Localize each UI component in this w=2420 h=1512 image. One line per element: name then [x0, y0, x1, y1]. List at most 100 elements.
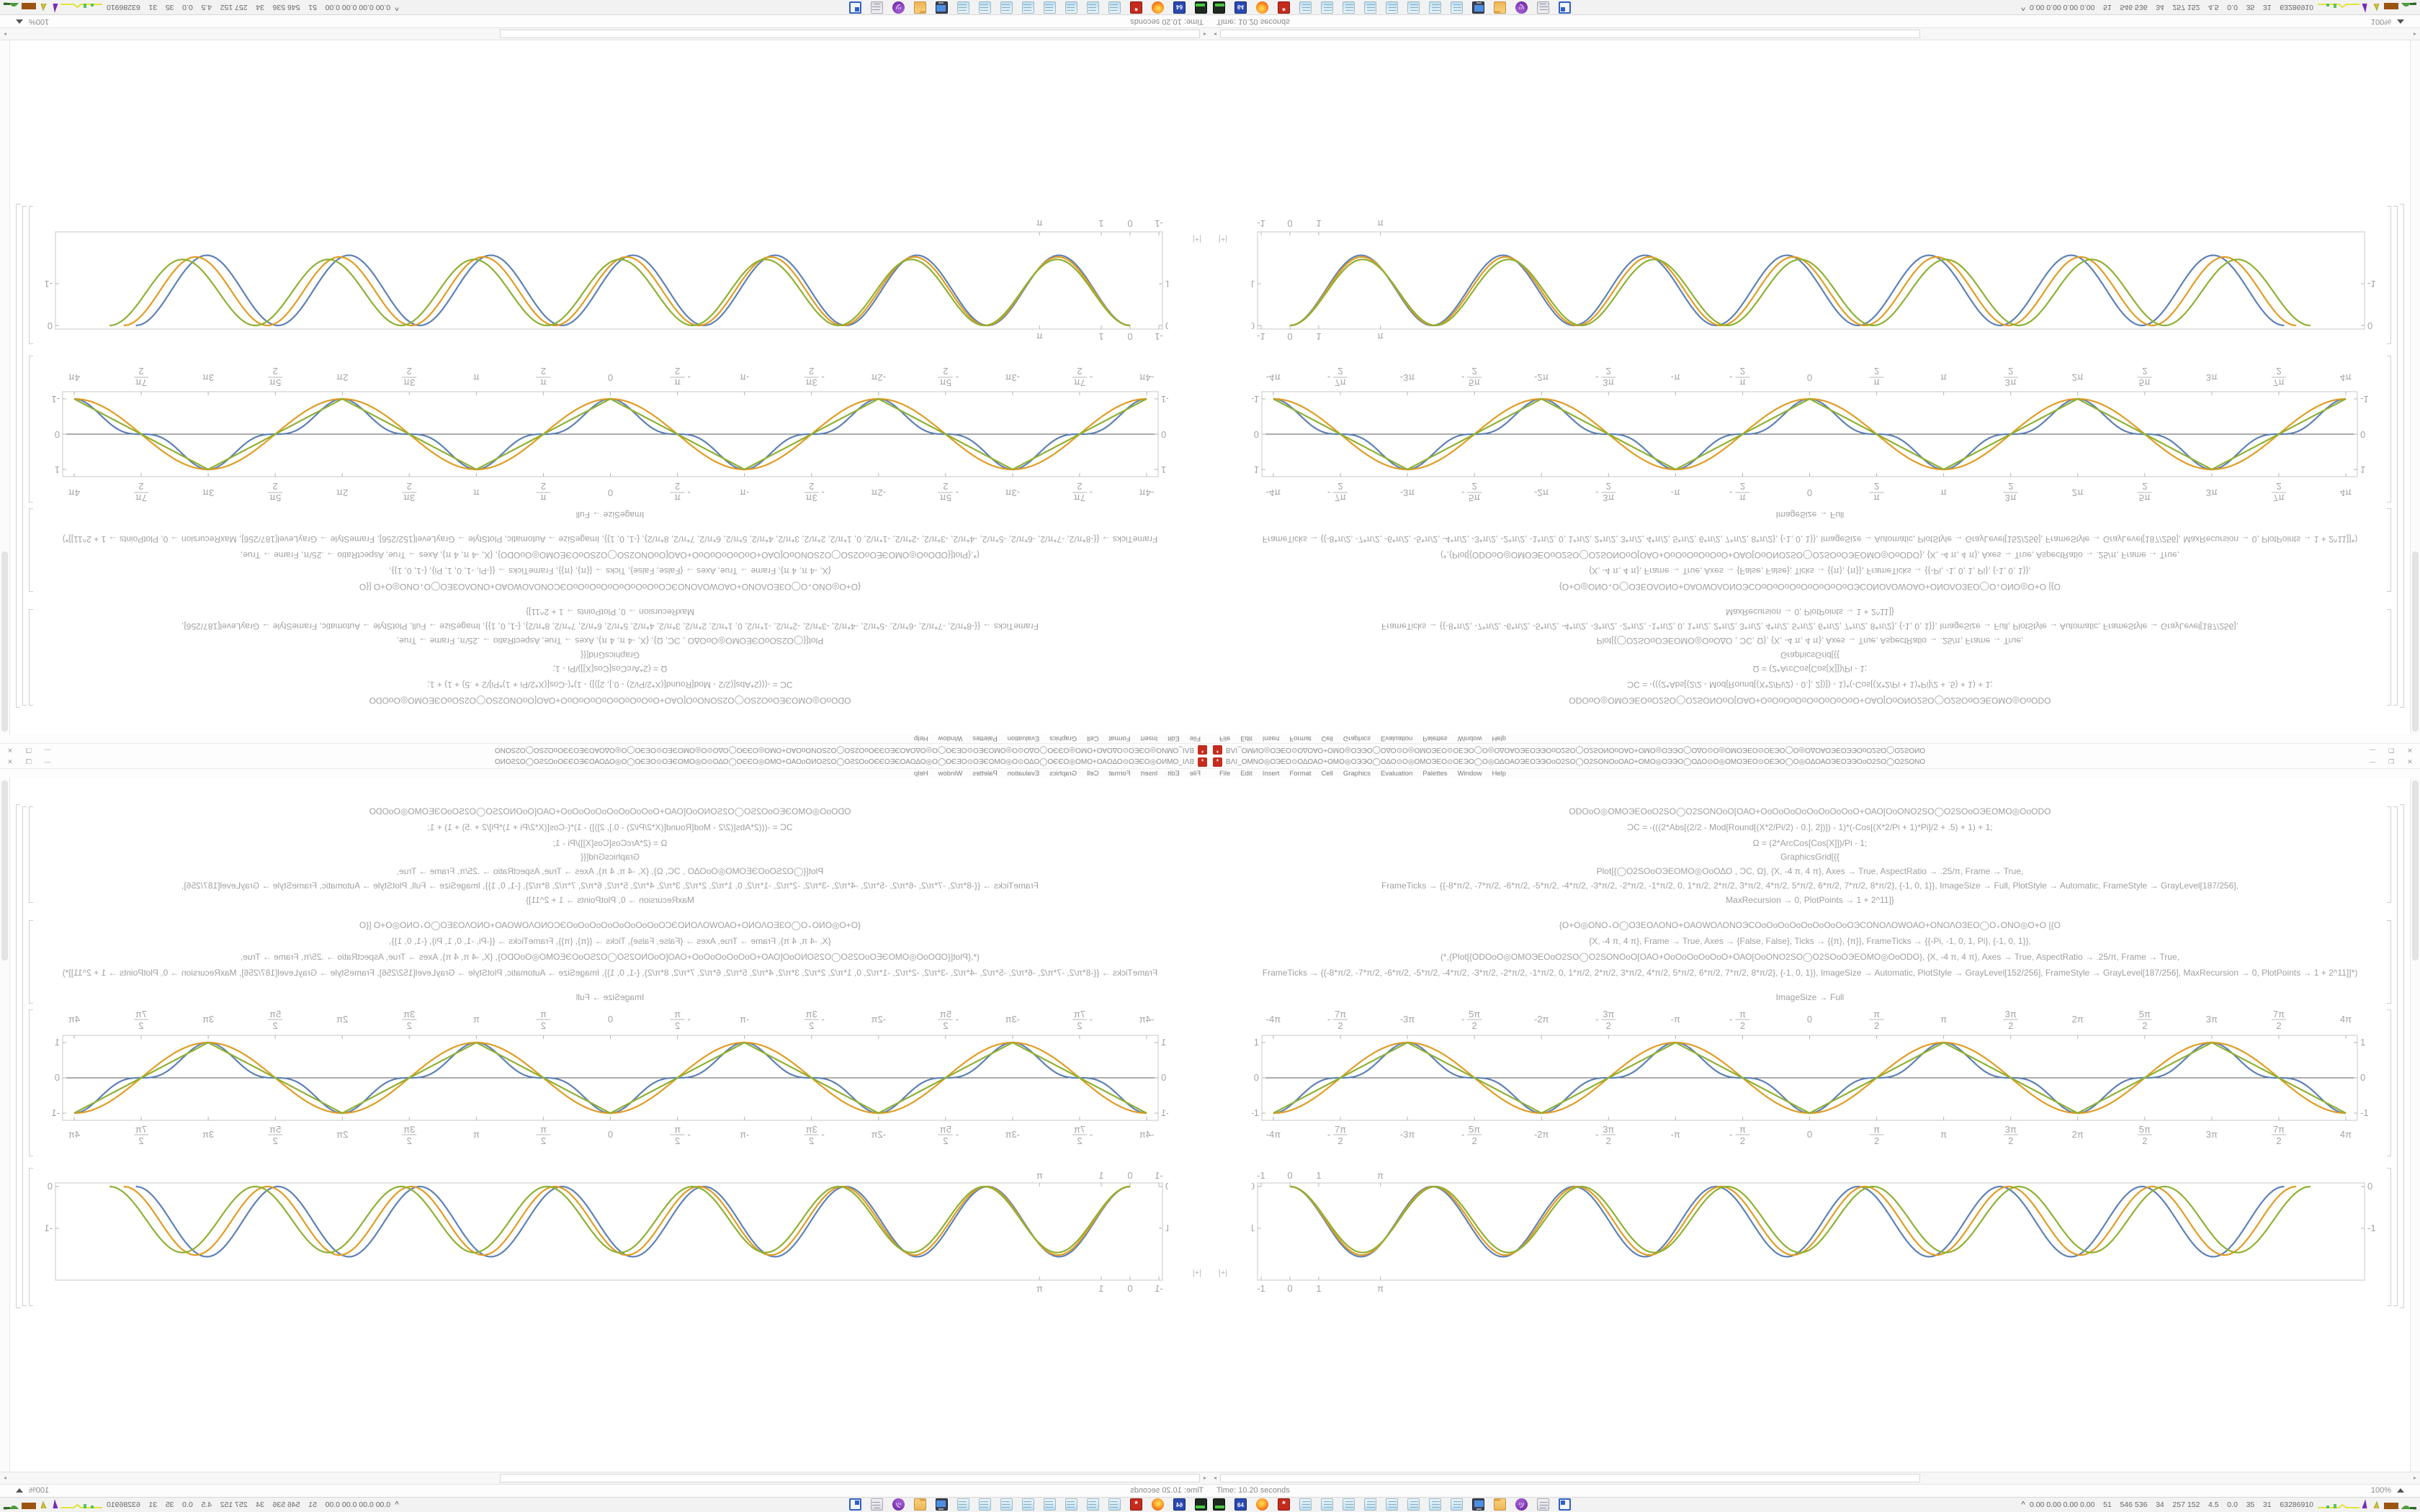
menu-item-edit[interactable]: Edit — [1168, 734, 1180, 743]
vertical-scrollbar[interactable] — [0, 40, 10, 734]
menu-item-format[interactable]: Format — [1108, 769, 1131, 778]
code-line[interactable]: ƆC = -(((2*Abs[(2/2 - Mod[Round[(X*2/Pi/… — [1627, 680, 1993, 690]
taskbar-notepad-icon[interactable] — [1321, 1, 1333, 14]
cell-bracket-code1[interactable] — [2387, 609, 2391, 706]
scroll-left-arrow-icon[interactable]: ◂ — [1213, 31, 1216, 37]
menu-item-palettes[interactable]: Palettes — [1422, 734, 1448, 743]
taskbar-folder-icon[interactable] — [1494, 1, 1506, 14]
taskbar-dark-device-icon[interactable] — [1195, 1, 1207, 14]
scroll-right-arrow-icon[interactable]: ▸ — [4, 1475, 7, 1481]
code-line[interactable]: {X, -4 π, 4 π}, Frame → True, Axes → {Fa… — [389, 566, 831, 576]
taskbar-blue-window-icon[interactable] — [1559, 1, 1571, 14]
taskbar-notepad-icon[interactable] — [1343, 1, 1355, 14]
taskbar-notepad-icon[interactable] — [1386, 1, 1398, 14]
taskbar-dark-device-icon[interactable] — [1195, 1498, 1207, 1511]
taskbar-folder-icon[interactable] — [914, 1, 926, 14]
menu-item-help[interactable]: Help — [1492, 769, 1506, 778]
taskbar-floppy64-icon[interactable]: 64 — [1234, 1498, 1247, 1511]
taskbar-firefox-icon[interactable] — [1256, 1498, 1268, 1511]
taskbar-red-gear-icon[interactable]: * — [1130, 1498, 1142, 1511]
horizontal-scrollbar-thumb[interactable] — [1220, 30, 1920, 38]
taskbar-notepad-icon[interactable] — [1044, 1, 1056, 14]
code-line[interactable]: Ω = (2*ArcCos[Cos[X]])/Pi - 1; — [552, 664, 668, 674]
taskbar-floppy64-icon[interactable]: 64 — [1234, 1, 1247, 14]
taskbar-dark-device-icon[interactable] — [1213, 1, 1225, 14]
horizontal-scrollbar-thumb[interactable] — [500, 1474, 1200, 1482]
code-line[interactable]: FrameTicks → {{-8*π/2, -7*π/2, -6*π/2, -… — [1262, 534, 2358, 544]
tray-expander-icon[interactable]: ^ — [395, 4, 399, 12]
taskbar-display-icon[interactable] — [936, 1, 948, 14]
menu-item-format[interactable]: Format — [1289, 734, 1312, 743]
taskbar-notepad-icon[interactable] — [957, 1, 969, 14]
scroll-left-arrow-icon[interactable]: ◂ — [1213, 1475, 1216, 1481]
taskbar-display-icon[interactable] — [1472, 1498, 1484, 1511]
magnification-control[interactable]: 100% — [16, 1486, 49, 1495]
taskbar-notepad-icon[interactable] — [1000, 1, 1013, 14]
tray-expander-icon[interactable]: ^ — [395, 1500, 399, 1508]
cell-insert-marker[interactable]: |+| — [1219, 1269, 1228, 1277]
cell-bracket-code2[interactable] — [29, 508, 33, 592]
code-line[interactable]: Ω = (2*ArcCos[Cos[X]])/Pi - 1; — [552, 838, 668, 848]
taskbar-notepad-icon[interactable] — [1429, 1498, 1441, 1511]
taskbar-red-gear-icon[interactable]: * — [1278, 1, 1290, 14]
tray-expander-icon[interactable]: ^ — [2021, 4, 2025, 12]
taskbar-notepad-icon[interactable] — [1321, 1498, 1333, 1511]
vertical-scrollbar[interactable] — [2410, 778, 2420, 1472]
code-line[interactable]: {Ο+Ο◎ΟΝΟ₊Ο◯ΟЗΕΟΛΟΝΟ+ΟΑΟWΟΛΟΝΟЭСΟοΟοΟοΟοΟ… — [1559, 582, 2061, 592]
taskbar-notepad-icon[interactable] — [1299, 1498, 1312, 1511]
menu-item-graphics[interactable]: Graphics — [1343, 769, 1371, 778]
code-line[interactable]: (*,{Plot[{ΟDΟοΟ◎ΟΜΟЭΕΟοΟ2SΟ◯Ο2SΟΝΟοΟ[ΟΑΟ… — [241, 550, 980, 560]
cell-bracket-code1[interactable] — [2387, 806, 2391, 903]
system-tray[interactable]: ^ 0.00 0.00 0.00 0.00 51 546 536 34 257 … — [2021, 1, 2417, 14]
taskbar-folder-icon[interactable] — [914, 1498, 926, 1511]
minimize-button[interactable]: — — [44, 747, 51, 754]
taskbar-notepad-icon[interactable] — [957, 1498, 969, 1511]
menu-item-insert[interactable]: Insert — [1140, 769, 1158, 778]
code-line[interactable]: GraphicsGrid[{{ — [1780, 650, 1840, 660]
menu-item-window[interactable]: Window — [1457, 769, 1482, 778]
window-titlebar[interactable]: * ΒΛΙ_ΟΜΝΟ◎ΟЭΕΟ⊙ΟΔΟΑΟ+ΟΜΟ◎ΟЭЭΟ◯ΟΔΟ⊙Ο◎ΟΜΟ… — [0, 756, 1210, 769]
taskbar-notepad-icon[interactable] — [1364, 1498, 1376, 1511]
restore-button[interactable]: ❐ — [25, 758, 32, 765]
notebook-content[interactable]: ΟDΟοΟ◎ΟΜΟЭΕΟοΟ2SΟ◯Ο2SΟΝΟοΟ[ΟΑΟ+ΟοΟοΟοΟοΟ… — [1210, 778, 2410, 1472]
menu-item-file[interactable]: File — [1189, 734, 1201, 743]
taskbar-purple-face-icon[interactable]: ツ — [892, 1498, 905, 1511]
code-line[interactable]: MaxRecursion → 0, PlotPoints → 1 + 2^11]… — [1726, 607, 1894, 617]
taskbar-notepad-icon[interactable] — [1065, 1, 1077, 14]
cell-bracket-code2[interactable] — [2387, 920, 2391, 1004]
cell-bracket-plot2[interactable] — [29, 1168, 33, 1306]
close-button[interactable]: ✕ — [2407, 758, 2413, 765]
menu-item-format[interactable]: Format — [1108, 734, 1131, 743]
menu-item-cell[interactable]: Cell — [1087, 734, 1099, 743]
cell-bracket-plot1[interactable] — [29, 356, 33, 503]
taskbar-notepad-icon[interactable] — [1407, 1498, 1420, 1511]
taskbar-notepad-icon[interactable] — [1299, 1, 1312, 14]
minimize-button[interactable]: — — [44, 758, 51, 765]
cell-bracket-plot1[interactable] — [29, 1009, 33, 1156]
code-line[interactable]: Plot[{◯Ο2SΟοΟЭΕΟΜΟ◎ΟοΟΔΟ , ƆC, Ω}, {X, -… — [1596, 636, 2024, 646]
code-line[interactable]: GraphicsGrid[{{ — [580, 852, 640, 862]
menu-item-evaluation[interactable]: Evaluation — [1007, 769, 1040, 778]
taskbar-notepad-icon[interactable] — [1108, 1498, 1121, 1511]
code-line[interactable]: {Ο+Ο◎ΟΝΟ₊Ο◯ΟЗΕΟΛΟΝΟ+ΟΑΟWΟΛΟΝΟЭСΟοΟοΟοΟοΟ… — [359, 582, 861, 592]
code-line[interactable]: ΟDΟοΟ◎ΟΜΟЭΕΟοΟ2SΟ◯Ο2SΟΝΟοΟ[ΟΑΟ+ΟοΟοΟοΟοΟ… — [1569, 806, 2051, 816]
system-tray[interactable]: ^ 0.00 0.00 0.00 0.00 51 546 536 34 257 … — [3, 1, 399, 14]
taskbar-notepad-icon[interactable] — [1451, 1, 1463, 14]
code-line[interactable]: {Ο+Ο◎ΟΝΟ₊Ο◯ΟЗΕΟΛΟΝΟ+ΟΑΟWΟΛΟΝΟЭСΟοΟοΟοΟοΟ… — [359, 920, 861, 930]
cell-insert-marker[interactable]: |+| — [1219, 235, 1228, 243]
taskbar-notepad-icon[interactable] — [979, 1, 991, 14]
code-line[interactable]: GraphicsGrid[{{ — [1780, 852, 1840, 862]
menu-item-insert[interactable]: Insert — [1262, 769, 1280, 778]
restore-button[interactable]: ❐ — [2388, 758, 2395, 765]
taskbar-blue-window-icon[interactable] — [1559, 1498, 1571, 1511]
cell-bracket-plot2[interactable] — [2387, 206, 2391, 344]
cell-bracket-outer[interactable] — [16, 804, 20, 1308]
menu-item-file[interactable]: File — [1219, 734, 1231, 743]
taskbar-red-gear-icon[interactable]: * — [1278, 1498, 1290, 1511]
menu-item-window[interactable]: Window — [1457, 734, 1482, 743]
taskbar-floppy64-icon[interactable]: 64 — [1173, 1, 1186, 14]
taskbar-notepad-icon[interactable] — [1451, 1498, 1463, 1511]
code-line[interactable]: FrameTicks → {{-8*π/2, -7*π/2, -6*π/2, -… — [62, 968, 1158, 978]
code-line[interactable]: ƆC = -(((2*Abs[(2/2 - Mod[Round[(X*2/Pi/… — [427, 680, 793, 690]
code-line[interactable]: (*,{Plot[{ΟDΟοΟ◎ΟΜΟЭΕΟοΟ2SΟ◯Ο2SΟΝΟοΟ[ΟΑΟ… — [241, 952, 980, 962]
